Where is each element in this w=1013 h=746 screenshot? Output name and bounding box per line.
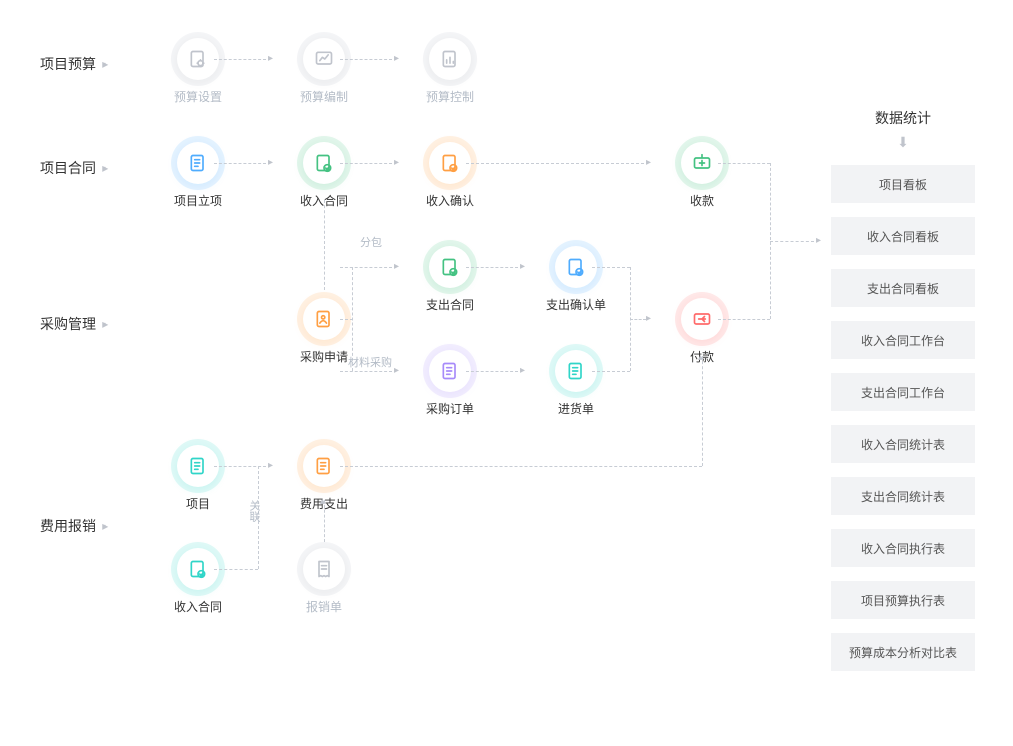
doc-check-icon [429, 142, 471, 184]
node-income_cf[interactable]: 收入确认 [410, 142, 490, 209]
chevron-right-icon: ▪▸ [102, 161, 104, 175]
doc-icon [555, 350, 597, 392]
doc-check-icon [177, 548, 219, 590]
node-label: 预算控制 [426, 88, 474, 105]
node-label: 采购订单 [426, 400, 474, 417]
doc-check-icon [303, 142, 345, 184]
connector [630, 319, 646, 320]
connector [466, 371, 518, 372]
section-label: 项目合同 [40, 158, 96, 178]
connector [340, 163, 392, 164]
stats-title: 数据统计 [875, 108, 931, 128]
connector [340, 371, 392, 372]
node-label: 项目立项 [174, 192, 222, 209]
connector [702, 356, 703, 466]
node-label: 支出合同 [426, 296, 474, 313]
stats-item-5[interactable]: 收入合同统计表 [831, 425, 975, 463]
node-receipt[interactable]: 收款 [662, 142, 742, 209]
node-label: 收入确认 [426, 192, 474, 209]
node-label: 收入合同 [174, 598, 222, 615]
doc-user-icon [303, 298, 345, 340]
doc-bar-icon [429, 38, 471, 80]
connector [718, 163, 770, 164]
node-budget_setting[interactable]: 预算设置 [158, 38, 238, 105]
node-expend_ct[interactable]: 支出合同 [410, 246, 490, 313]
tag-subcontract: 分包 [360, 234, 382, 250]
section-contract: 项目合同 ▪▸ [40, 158, 104, 178]
connector [592, 371, 630, 372]
node-label: 进货单 [558, 400, 594, 417]
stats-item-0[interactable]: 项目看板 [831, 165, 975, 203]
stats-item-7[interactable]: 收入合同执行表 [831, 529, 975, 567]
node-label: 预算编制 [300, 88, 348, 105]
node-budget_compile[interactable]: 预算编制 [284, 38, 364, 105]
node-label: 支出确认单 [546, 296, 606, 313]
stats-item-1[interactable]: 收入合同看板 [831, 217, 975, 255]
money-out-icon [681, 298, 723, 340]
node-label: 收款 [690, 192, 714, 209]
connector [340, 267, 392, 268]
section-label: 采购管理 [40, 314, 96, 334]
node-budget_control[interactable]: 预算控制 [410, 38, 490, 105]
node-stock_in[interactable]: 进货单 [536, 350, 616, 417]
doc-icon [429, 350, 471, 392]
doc-check-icon [555, 246, 597, 288]
chevron-right-icon: ▪▸ [102, 519, 104, 533]
doc-icon [303, 445, 345, 487]
stats-item-3[interactable]: 收入合同工作台 [831, 321, 975, 359]
stats-item-8[interactable]: 项目预算执行表 [831, 581, 975, 619]
stats-item-9[interactable]: 预算成本分析对比表 [831, 633, 975, 671]
chevron-right-icon: ▪▸ [102, 317, 104, 331]
doc-icon [177, 445, 219, 487]
node-purchase_od[interactable]: 采购订单 [410, 350, 490, 417]
node-label: 采购申请 [300, 348, 348, 365]
node-income_ct2[interactable]: 收入合同 [158, 548, 238, 615]
node-income_ct[interactable]: 收入合同 [284, 142, 364, 209]
connector [770, 241, 814, 242]
connector [466, 267, 518, 268]
stats-item-4[interactable]: 支出合同工作台 [831, 373, 975, 411]
doc-icon [177, 142, 219, 184]
section-expense: 费用报销 ▪▸ [40, 516, 104, 536]
tag-related: 关联 [246, 500, 262, 522]
node-project[interactable]: 项目 [158, 445, 238, 512]
node-label: 预算设置 [174, 88, 222, 105]
connector [214, 163, 266, 164]
node-reimburse[interactable]: 报销单 [284, 548, 364, 615]
node-label: 项目 [186, 495, 210, 512]
section-label: 项目预算 [40, 54, 96, 74]
section-budget: 项目预算 ▪▸ [40, 54, 104, 74]
doc-gear-icon [177, 38, 219, 80]
connector [340, 59, 392, 60]
connector [592, 267, 630, 268]
node-proj_init[interactable]: 项目立项 [158, 142, 238, 209]
connector [324, 200, 325, 290]
stats-item-2[interactable]: 支出合同看板 [831, 269, 975, 307]
chevron-down-icon: ⬇ [897, 134, 909, 151]
section-label: 费用报销 [40, 516, 96, 536]
node-expend_cf[interactable]: 支出确认单 [536, 246, 616, 313]
connector [340, 466, 702, 467]
money-in-icon [681, 142, 723, 184]
connector [466, 163, 644, 164]
chart-icon [303, 38, 345, 80]
connector [718, 319, 770, 320]
chevron-right-icon: ▪▸ [102, 57, 104, 71]
stats-panel: 数据统计 ⬇ 项目看板收入合同看板支出合同看板收入合同工作台支出合同工作台收入合… [831, 108, 975, 685]
section-purchase: 采购管理 ▪▸ [40, 314, 104, 334]
stats-item-6[interactable]: 支出合同统计表 [831, 477, 975, 515]
receipt-icon [303, 548, 345, 590]
doc-check-icon [429, 246, 471, 288]
node-label: 报销单 [306, 598, 342, 615]
connector [214, 59, 266, 60]
tag-material: 材料采购 [348, 354, 392, 370]
connector [340, 319, 353, 320]
connector [214, 569, 258, 570]
